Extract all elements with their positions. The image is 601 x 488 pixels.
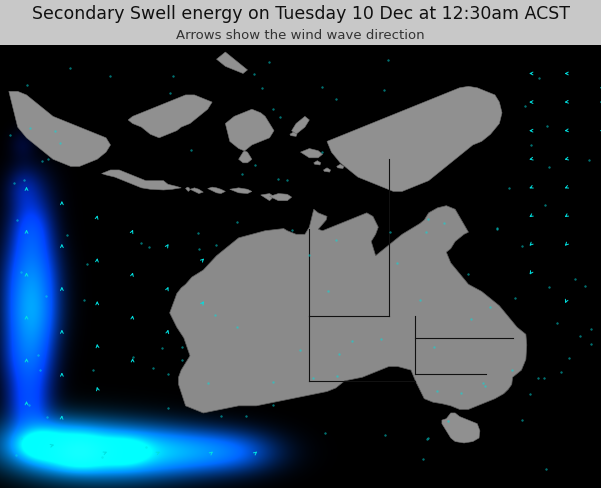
Polygon shape: [230, 188, 252, 194]
Polygon shape: [169, 206, 526, 413]
Polygon shape: [337, 164, 344, 168]
Polygon shape: [327, 86, 502, 191]
Polygon shape: [291, 116, 310, 134]
Text: Secondary Swell energy on Tuesday 10 Dec at 12:30am ACST: Secondary Swell energy on Tuesday 10 Dec…: [31, 5, 570, 23]
Polygon shape: [186, 187, 190, 191]
Polygon shape: [314, 161, 321, 165]
Text: Arrows show the wind wave direction: Arrows show the wind wave direction: [176, 29, 425, 42]
Polygon shape: [225, 109, 274, 163]
Polygon shape: [290, 132, 297, 136]
Polygon shape: [270, 194, 291, 201]
Polygon shape: [261, 194, 274, 201]
Polygon shape: [9, 91, 111, 166]
Polygon shape: [102, 170, 181, 190]
Polygon shape: [323, 168, 331, 172]
Polygon shape: [442, 413, 480, 443]
Polygon shape: [208, 187, 225, 194]
Polygon shape: [216, 52, 248, 74]
Polygon shape: [190, 188, 203, 194]
Polygon shape: [300, 148, 323, 158]
Polygon shape: [128, 95, 212, 138]
